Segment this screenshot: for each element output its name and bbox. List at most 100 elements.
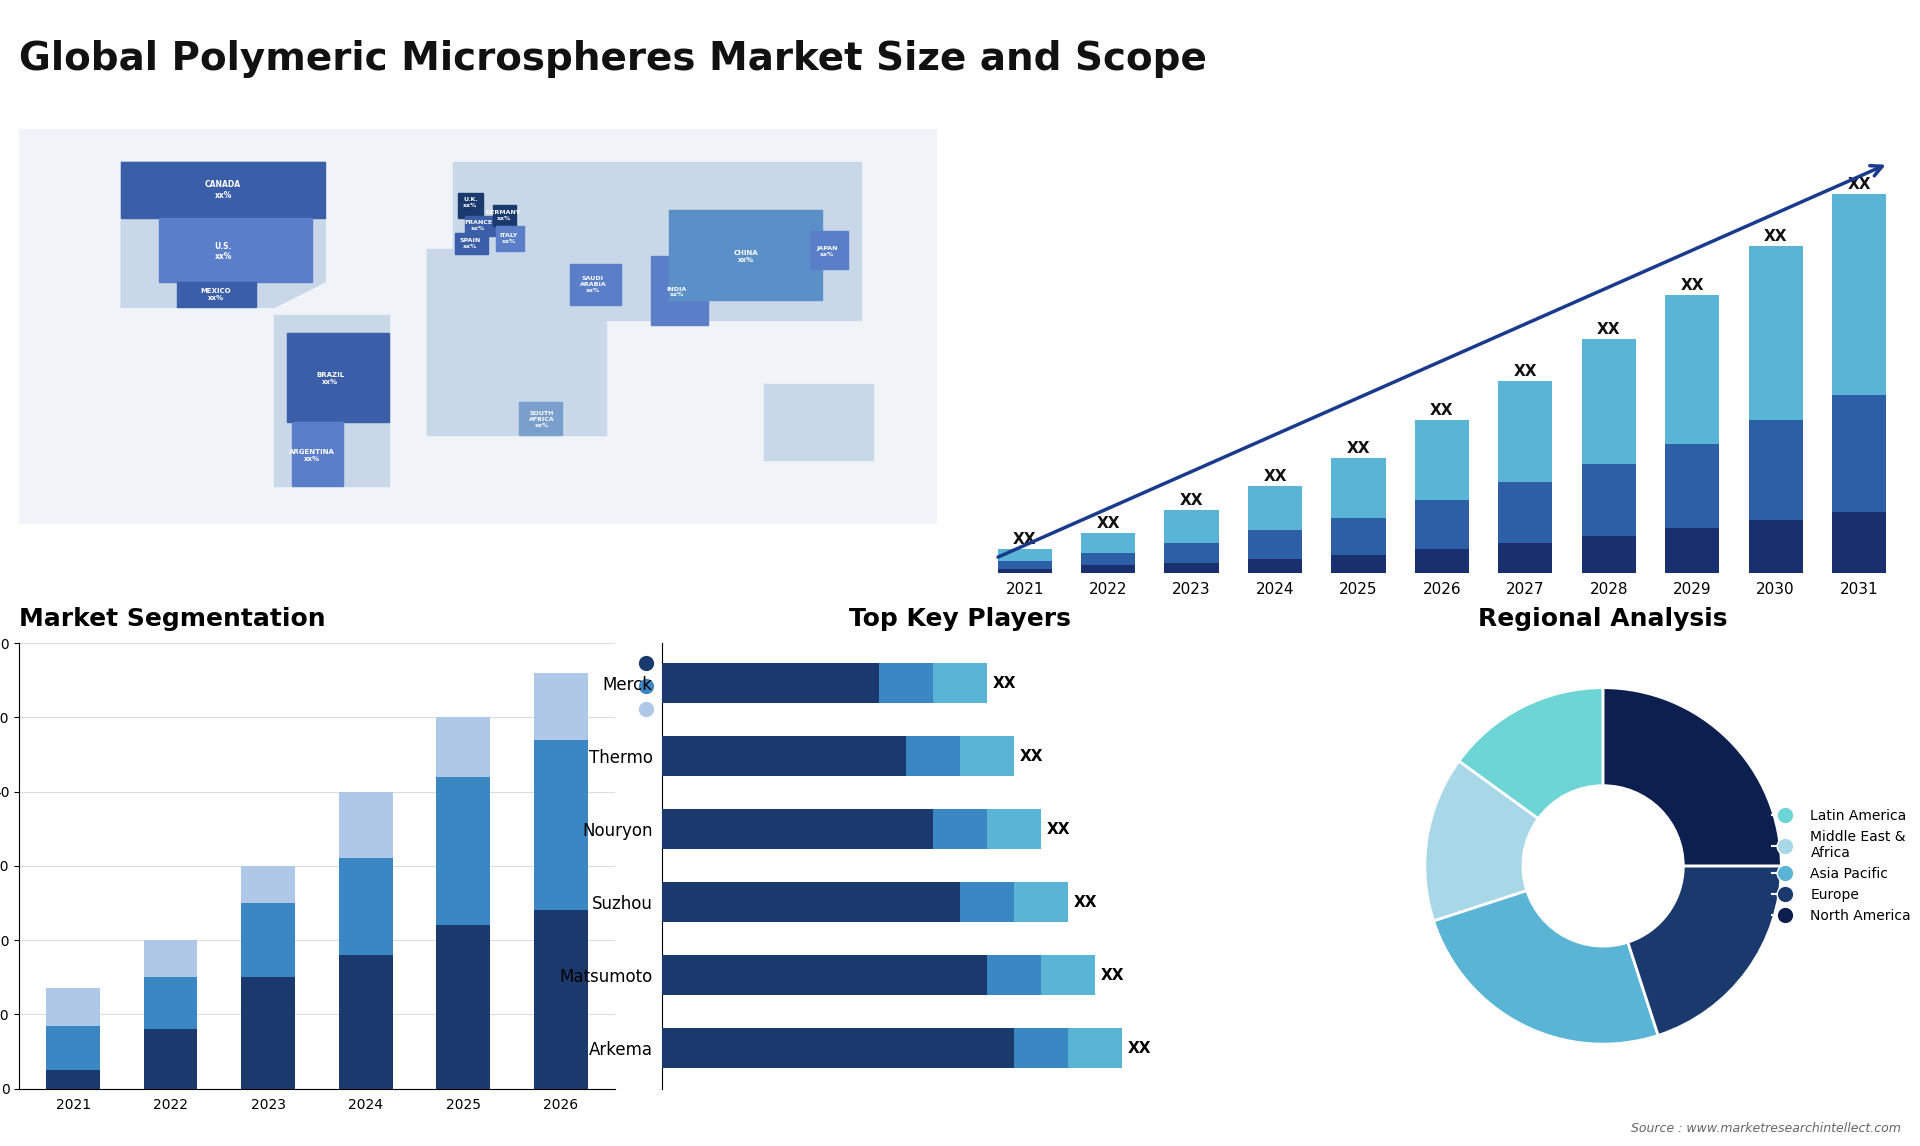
Bar bbox=[1164, 563, 1219, 573]
Polygon shape bbox=[426, 249, 605, 434]
Bar bbox=[1498, 382, 1553, 482]
Text: ARGENTINA
xx%: ARGENTINA xx% bbox=[290, 449, 336, 462]
Text: XX: XX bbox=[1680, 277, 1703, 292]
Text: XX: XX bbox=[1263, 469, 1286, 484]
Text: XX: XX bbox=[1046, 822, 1069, 837]
Polygon shape bbox=[286, 332, 390, 422]
Bar bbox=[1331, 518, 1386, 555]
Text: XX: XX bbox=[1430, 402, 1453, 417]
Polygon shape bbox=[275, 315, 390, 486]
Text: XX: XX bbox=[1847, 176, 1870, 191]
Polygon shape bbox=[457, 193, 484, 218]
Text: XX: XX bbox=[1597, 322, 1620, 337]
Bar bbox=[662, 956, 987, 996]
Legend: Type, Application, Geography: Type, Application, Geography bbox=[628, 651, 760, 723]
Wedge shape bbox=[1434, 890, 1659, 1044]
Text: Market Segmentation: Market Segmentation bbox=[19, 607, 326, 631]
Text: XX: XX bbox=[1179, 493, 1204, 508]
Bar bbox=[1749, 246, 1803, 419]
Bar bbox=[338, 955, 392, 1089]
Polygon shape bbox=[121, 162, 324, 218]
Bar bbox=[436, 717, 490, 777]
Text: CHINA
xx%: CHINA xx% bbox=[733, 250, 758, 262]
Bar bbox=[1068, 1028, 1123, 1068]
Bar bbox=[1415, 500, 1469, 549]
Bar bbox=[1041, 956, 1094, 996]
Bar bbox=[144, 978, 198, 1029]
Polygon shape bbox=[495, 226, 524, 251]
Bar bbox=[338, 792, 392, 858]
Bar bbox=[1832, 194, 1885, 395]
Bar bbox=[662, 809, 933, 849]
Polygon shape bbox=[651, 257, 708, 325]
Wedge shape bbox=[1459, 688, 1603, 818]
Text: XX: XX bbox=[1764, 229, 1788, 244]
Bar bbox=[1081, 565, 1135, 573]
Bar bbox=[534, 739, 588, 910]
Bar bbox=[906, 737, 960, 777]
Bar bbox=[46, 1070, 100, 1089]
Bar bbox=[987, 956, 1041, 996]
Bar bbox=[960, 882, 1014, 923]
Bar bbox=[242, 903, 296, 978]
Bar bbox=[1164, 510, 1219, 542]
Polygon shape bbox=[159, 218, 313, 282]
Bar bbox=[1749, 419, 1803, 520]
Bar bbox=[1248, 486, 1302, 531]
Wedge shape bbox=[1425, 761, 1538, 921]
Bar bbox=[1498, 482, 1553, 542]
Wedge shape bbox=[1628, 866, 1782, 1036]
Polygon shape bbox=[580, 162, 860, 320]
Bar bbox=[662, 1028, 1014, 1068]
Bar bbox=[1081, 533, 1135, 554]
Bar bbox=[1331, 458, 1386, 518]
Bar bbox=[1665, 295, 1718, 444]
Text: INDIA
xx%: INDIA xx% bbox=[666, 286, 687, 298]
Bar bbox=[987, 809, 1041, 849]
Text: XX: XX bbox=[1014, 532, 1037, 547]
Text: XX: XX bbox=[1073, 895, 1096, 910]
Bar bbox=[960, 737, 1014, 777]
Text: JAPAN
xx%: JAPAN xx% bbox=[816, 246, 839, 257]
Polygon shape bbox=[19, 128, 937, 524]
Bar bbox=[1832, 395, 1885, 512]
Polygon shape bbox=[465, 215, 499, 236]
Polygon shape bbox=[518, 402, 563, 434]
Bar bbox=[436, 925, 490, 1089]
Bar bbox=[534, 673, 588, 739]
Bar bbox=[662, 664, 879, 704]
Circle shape bbox=[1523, 786, 1684, 947]
Bar bbox=[1331, 555, 1386, 573]
Bar bbox=[1014, 1028, 1068, 1068]
Bar bbox=[534, 910, 588, 1089]
Bar bbox=[933, 664, 987, 704]
Title: Top Key Players: Top Key Players bbox=[849, 607, 1071, 631]
Bar bbox=[662, 882, 960, 923]
Text: XX: XX bbox=[1346, 441, 1371, 456]
Text: CANADA
xx%: CANADA xx% bbox=[205, 180, 242, 199]
Bar bbox=[46, 1026, 100, 1070]
Bar bbox=[1081, 554, 1135, 565]
Bar bbox=[46, 989, 100, 1026]
Bar bbox=[1665, 528, 1718, 573]
Bar bbox=[1582, 536, 1636, 573]
Polygon shape bbox=[764, 384, 874, 461]
Bar bbox=[998, 549, 1052, 560]
Polygon shape bbox=[810, 230, 849, 269]
Bar bbox=[998, 560, 1052, 568]
Text: U.K.
xx%: U.K. xx% bbox=[463, 197, 478, 209]
Text: SOUTH
AFRICA
xx%: SOUTH AFRICA xx% bbox=[530, 411, 555, 427]
Polygon shape bbox=[1636, 15, 1843, 111]
Text: XX: XX bbox=[1096, 516, 1119, 532]
Text: XX: XX bbox=[1513, 364, 1538, 379]
Bar bbox=[662, 737, 906, 777]
Text: Source : www.marketresearchintellect.com: Source : www.marketresearchintellect.com bbox=[1630, 1122, 1901, 1135]
Bar bbox=[242, 866, 296, 903]
Polygon shape bbox=[292, 422, 344, 486]
Bar bbox=[1415, 549, 1469, 573]
Bar bbox=[1164, 542, 1219, 563]
Text: SPAIN
xx%: SPAIN xx% bbox=[461, 238, 482, 249]
Bar bbox=[1832, 512, 1885, 573]
Polygon shape bbox=[177, 282, 255, 307]
Legend: Latin America, Middle East &
Africa, Asia Pacific, Europe, North America: Latin America, Middle East & Africa, Asi… bbox=[1766, 803, 1916, 928]
